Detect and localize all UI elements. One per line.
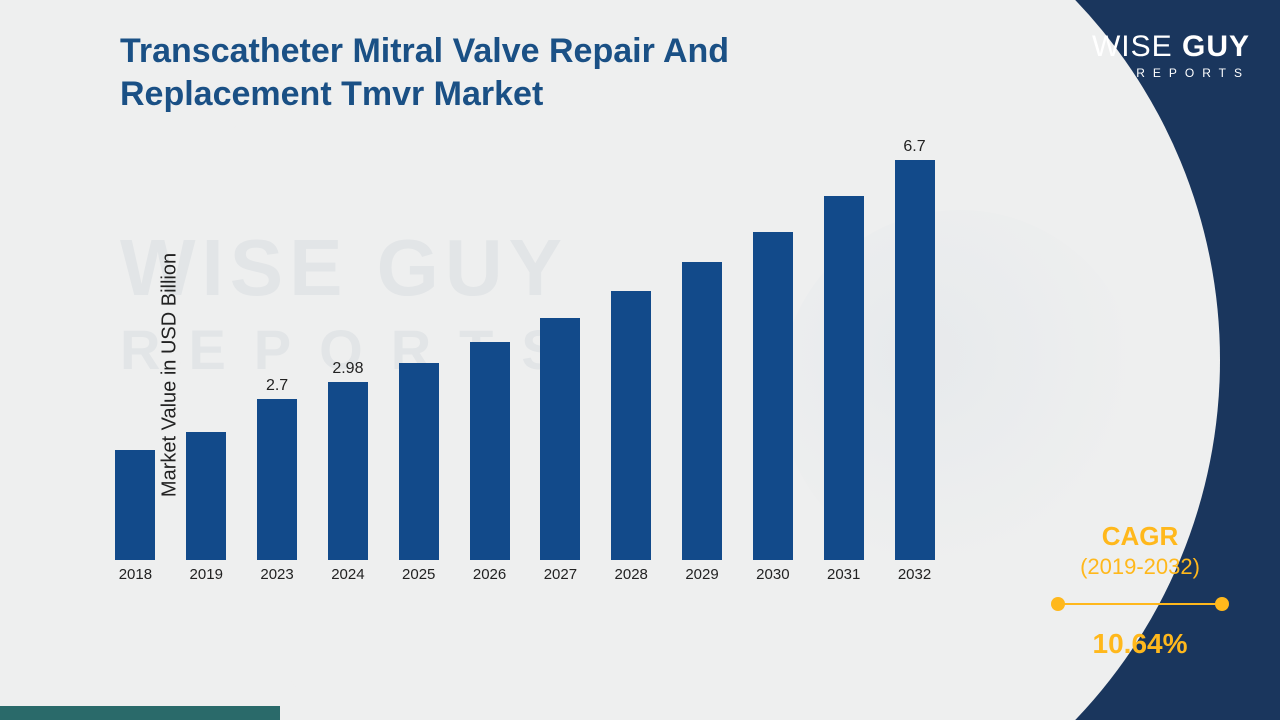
x-tick-label: 2030	[737, 560, 808, 590]
x-tick-label: 2023	[242, 560, 313, 590]
x-tick-label: 2026	[454, 560, 525, 590]
bar	[753, 232, 793, 560]
bar	[611, 291, 651, 560]
cagr-divider	[1055, 594, 1225, 614]
x-tick-label: 2031	[808, 560, 879, 590]
bar-slot: 2.98	[312, 360, 383, 560]
bar-slot	[383, 341, 454, 560]
cagr-panel: CAGR (2019-2032) 10.64%	[1040, 521, 1240, 660]
x-tick-label: 2018	[100, 560, 171, 590]
cagr-divider-dot-left	[1051, 597, 1065, 611]
logo-word-1: WISE	[1092, 30, 1173, 63]
bar-chart: Market Value in USD Billion 2.72.986.7 2…	[70, 160, 950, 590]
x-tick-label: 2032	[879, 560, 950, 590]
bar	[399, 363, 439, 560]
bar-slot	[100, 428, 171, 560]
bottom-accent-bar	[0, 706, 280, 720]
cagr-range: (2019-2032)	[1040, 554, 1240, 580]
x-tick-label: 2019	[171, 560, 242, 590]
bar	[470, 342, 510, 560]
bar	[682, 262, 722, 561]
logo-subtext: REPORTS	[1092, 66, 1250, 80]
bar-value-label: 2.7	[266, 377, 288, 395]
x-tick-label: 2028	[596, 560, 667, 590]
bar	[115, 450, 155, 560]
bar	[540, 318, 580, 560]
bar-slot	[171, 410, 242, 560]
bar	[328, 382, 368, 560]
brand-logo: WISE GUY REPORTS	[1092, 30, 1250, 80]
cagr-divider-dot-right	[1215, 597, 1229, 611]
bar-slot	[737, 210, 808, 560]
bars-container: 2.72.986.7	[100, 160, 950, 560]
cagr-value: 10.64%	[1040, 628, 1240, 660]
bar-slot	[525, 296, 596, 560]
bar	[257, 399, 297, 560]
x-tick-label: 2027	[525, 560, 596, 590]
bar-slot: 2.7	[242, 377, 313, 560]
bar-slot	[596, 269, 667, 560]
x-tick-label: 2029	[667, 560, 738, 590]
bar-slot	[454, 320, 525, 560]
plot-area: 2.72.986.7	[100, 160, 950, 560]
bar-value-label: 2.98	[332, 360, 363, 378]
bar	[824, 196, 864, 560]
cagr-divider-line	[1055, 603, 1225, 605]
bar-slot	[667, 240, 738, 561]
cagr-title: CAGR	[1040, 521, 1240, 552]
x-tick-label: 2025	[383, 560, 454, 590]
x-tick-label: 2024	[312, 560, 383, 590]
x-axis: 2018201920232024202520262027202820292030…	[100, 560, 950, 590]
bar	[186, 432, 226, 560]
chart-title: Transcatheter Mitral Valve Repair And Re…	[120, 30, 760, 115]
canvas: WISE GUY REPORTS Transcatheter Mitral Va…	[0, 0, 1280, 720]
logo-word-2: GUY	[1182, 30, 1250, 63]
bar-slot	[808, 174, 879, 560]
bar-slot: 6.7	[879, 138, 950, 560]
bar	[895, 160, 935, 560]
bar-value-label: 6.7	[903, 138, 925, 156]
